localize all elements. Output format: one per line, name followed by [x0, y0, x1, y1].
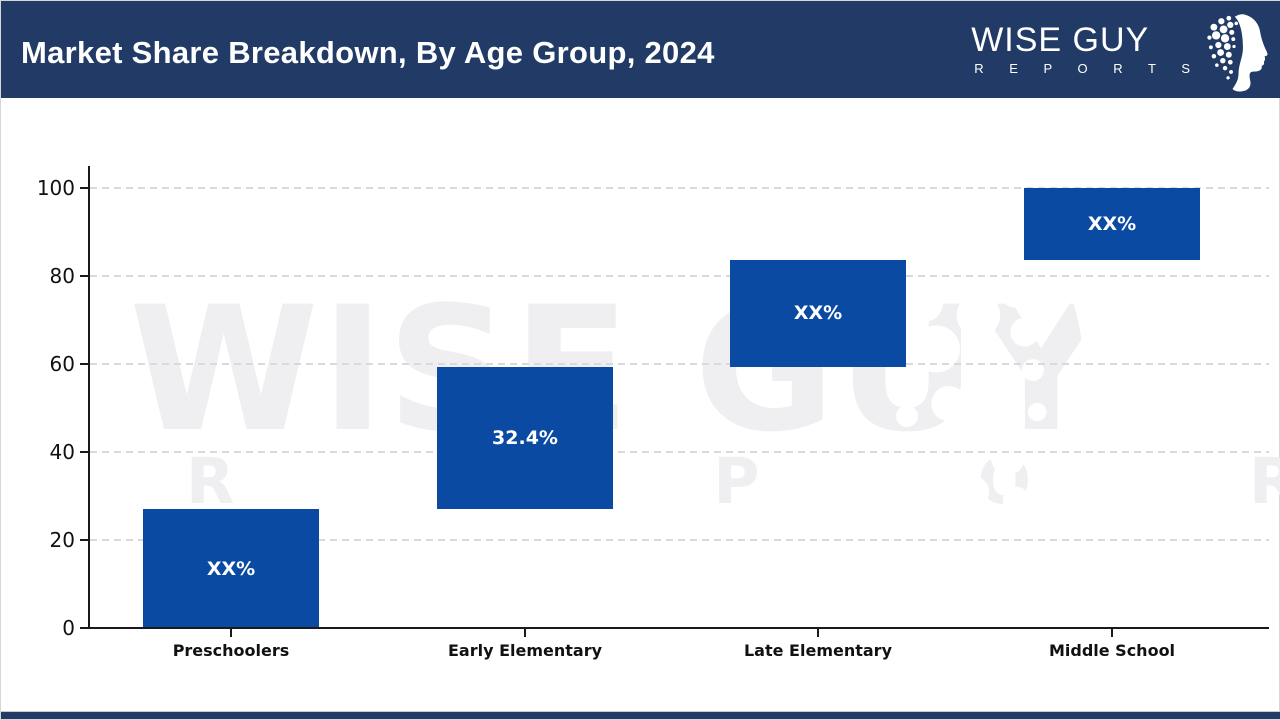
y-tick-mark: [80, 627, 89, 629]
y-tick-mark: [80, 275, 89, 277]
footer-bar: [1, 711, 1280, 719]
header-bar: Market Share Breakdown, By Age Group, 20…: [1, 1, 1280, 98]
y-tick-label: 100: [36, 176, 75, 200]
x-tick-mark: [1111, 629, 1113, 637]
y-tick-mark: [80, 363, 89, 365]
bar-label: XX%: [1087, 212, 1137, 235]
x-tick-mark: [817, 629, 819, 637]
gridline: [90, 187, 1269, 189]
x-tick-mark: [230, 629, 232, 637]
gridline: [90, 275, 1269, 277]
y-axis-line: [88, 166, 90, 629]
bar-early-elementary: 32.4%: [437, 366, 613, 510]
head-profile-dots-icon: [1207, 14, 1268, 92]
x-category-label: Preschoolers: [172, 641, 290, 660]
y-tick-mark: [80, 451, 89, 453]
brand-logo: WISE GUY R E P O R T S: [971, 7, 1273, 95]
gridline: [90, 539, 1269, 541]
gridline: [90, 451, 1269, 453]
bar-label: XX%: [206, 557, 256, 580]
x-axis-line: [88, 627, 1269, 629]
y-tick-label: 80: [49, 264, 75, 288]
bar-middle-school: XX%: [1024, 188, 1200, 260]
page-title: Market Share Breakdown, By Age Group, 20…: [21, 35, 715, 70]
brand-name: WISE GUY: [971, 21, 1150, 59]
bar-label: XX%: [793, 302, 843, 325]
y-tick-label: 20: [49, 528, 75, 552]
x-category-label: Late Elementary: [743, 641, 892, 660]
y-tick-label: 60: [49, 352, 75, 376]
y-tick-mark: [80, 187, 89, 189]
bar-preschoolers: XX%: [143, 509, 319, 628]
gridline: [90, 363, 1269, 365]
x-category-label: Middle School: [1048, 641, 1176, 660]
y-tick-label: 40: [49, 440, 75, 464]
x-category-label: Early Elementary: [447, 641, 603, 660]
bar-label: 32.4%: [492, 426, 558, 449]
brand-subname: R E P O R T S: [974, 61, 1201, 76]
brand-logo-text: WISE GUY R E P O R T S: [971, 23, 1201, 76]
bar-late-elementary: XX%: [730, 259, 906, 367]
y-tick-label: 0: [62, 616, 75, 640]
x-tick-mark: [524, 629, 526, 637]
y-tick-mark: [80, 539, 89, 541]
